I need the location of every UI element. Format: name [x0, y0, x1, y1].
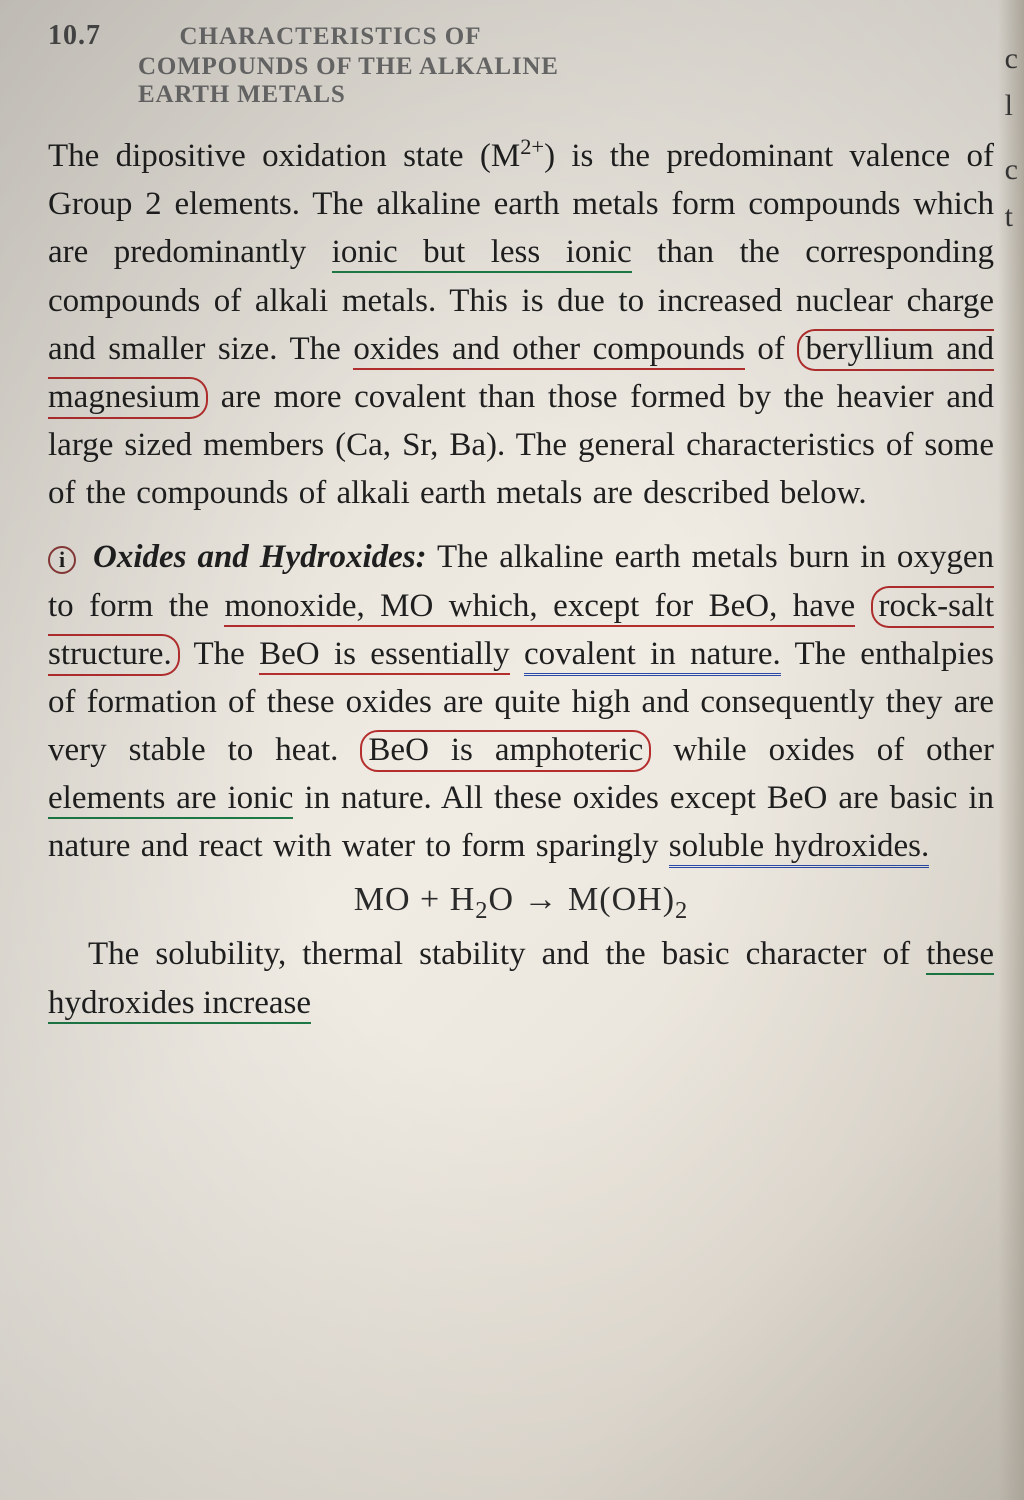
section-title-line2: EARTH METALS [138, 81, 994, 109]
text: of [745, 331, 798, 367]
circled-phrase: BeO is amphoteric [360, 730, 651, 772]
paragraph-solubility: The solubility, thermal stability and th… [48, 930, 994, 1026]
section-title-partial: GEN CHARACTERISTICS OF [115, 21, 482, 53]
cut-letter: c [1005, 147, 1018, 194]
text: The dipositive oxidation state (M [48, 138, 520, 174]
cut-letter: t [1005, 194, 1018, 241]
underlined-phrase: ionic but less ionic [332, 234, 632, 273]
section-number: 10.7 [48, 20, 101, 52]
text [510, 636, 524, 672]
section-header: 10.7 GEN CHARACTERISTICS OF [48, 20, 994, 53]
text: The solubility, thermal stability and th… [88, 936, 926, 972]
adjacent-page-letters: c l c t [1005, 36, 1018, 240]
eq-part: O → M(OH) [488, 881, 675, 918]
eq-part: MO + H [354, 881, 476, 918]
paragraph-intro: The dipositive oxidation state (M2+) is … [48, 131, 994, 517]
title-top: CHARACTERISTICS OF [179, 23, 481, 50]
underlined-phrase: monoxide, MO which, except for BeO, have [224, 588, 855, 627]
list-marker: i [48, 546, 76, 574]
double-underlined: covalent in nature. [524, 636, 781, 676]
subscript: 2 [475, 896, 488, 923]
text [855, 588, 870, 624]
chemical-equation: MO + H2O → M(OH)2 [48, 881, 994, 925]
cut-letter: c [1005, 36, 1018, 83]
subscript: 2 [675, 896, 688, 923]
cut-letter: l [1005, 83, 1018, 130]
underlined-phrase: oxides and other compounds [353, 331, 744, 370]
underlined-phrase: elements are ionic [48, 780, 293, 819]
text: while oxides of other [651, 732, 994, 768]
section-title-line1: COMPOUNDS OF THE ALKALINE [138, 53, 994, 81]
paragraph-oxides: i Oxides and Hydroxides: The alkaline ea… [48, 533, 994, 870]
double-underlined: soluble hydroxides. [669, 828, 929, 868]
subsection-title: Oxides and Hydroxides: [93, 539, 427, 575]
text: The [180, 636, 259, 672]
underlined-phrase: BeO is essentially [259, 636, 510, 675]
superscript: 2+ [520, 134, 544, 159]
